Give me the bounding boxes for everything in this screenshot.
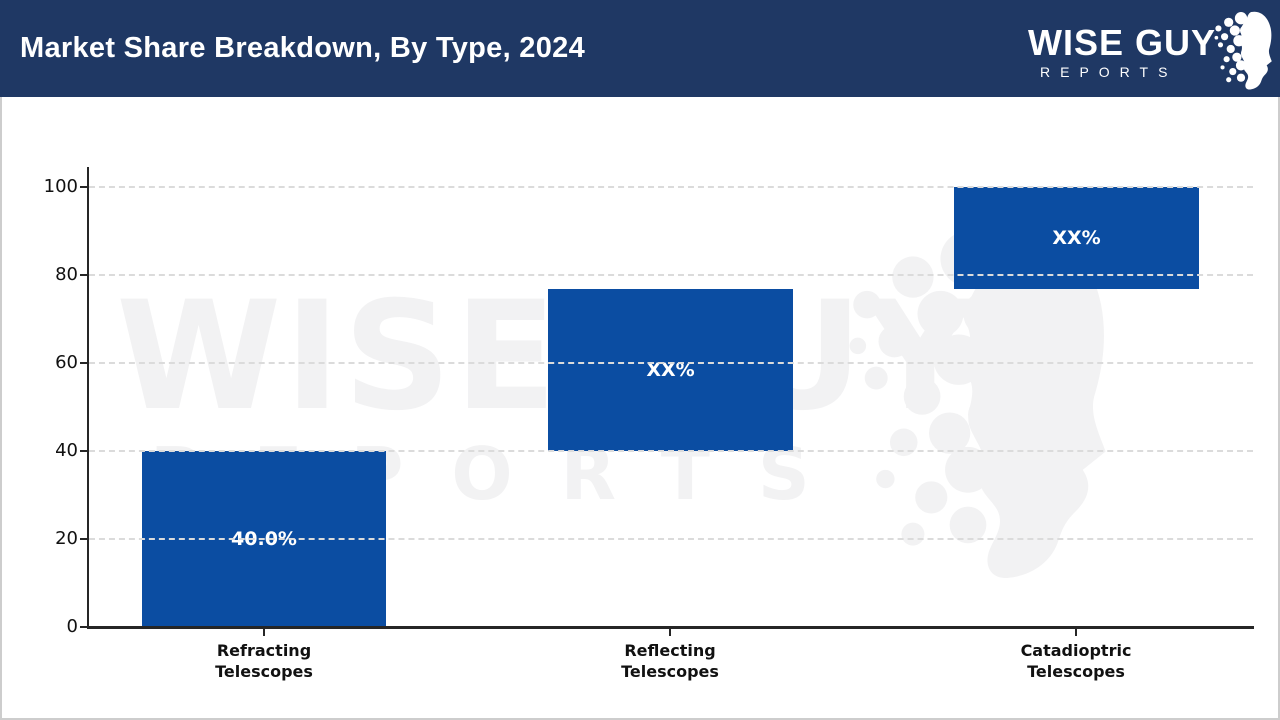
logo-subtext: REPORTS — [1040, 64, 1178, 80]
left-border — [0, 97, 2, 720]
bottom-border — [0, 718, 1280, 720]
bar-value-label: XX% — [646, 359, 695, 381]
gridline-40 — [89, 450, 1253, 452]
x-tick — [263, 629, 265, 636]
gridline-60 — [89, 362, 1253, 364]
y-tick-label: 40 — [55, 440, 78, 461]
logo-head-icon — [1214, 11, 1272, 90]
x-axis — [87, 626, 1254, 629]
y-tick — [80, 274, 87, 276]
brand-logo: WISE GUY REPORTS — [1028, 8, 1272, 92]
bar-reflecting: XX% — [548, 289, 793, 451]
y-tick-label: 80 — [55, 264, 78, 285]
y-tick-label: 20 — [55, 528, 78, 549]
gridline-80 — [89, 274, 1253, 276]
y-tick-label: 0 — [66, 616, 78, 637]
gridline-100 — [89, 186, 1253, 188]
y-axis — [87, 167, 89, 629]
page-title: Market Share Breakdown, By Type, 2024 — [20, 32, 586, 64]
x-category-label: Refracting Telescopes — [215, 641, 313, 681]
right-border — [1278, 97, 1280, 720]
x-category-label: Reflecting Telescopes — [621, 641, 719, 681]
y-tick — [80, 186, 87, 188]
logo-wordmark: WISE GUY — [1028, 22, 1217, 63]
y-tick-label: 60 — [55, 352, 78, 373]
x-tick — [669, 629, 671, 636]
watermark-text-wiseguy: WISE GUY — [116, 270, 978, 444]
x-category-label: Catadioptric Telescopes — [1020, 641, 1132, 681]
header: Market Share Breakdown, By Type, 2024 WI… — [0, 0, 1280, 97]
y-tick — [80, 362, 87, 364]
y-tick — [80, 450, 87, 452]
bar-catadioptric: XX% — [954, 187, 1199, 289]
gridline-20 — [89, 538, 1253, 540]
x-tick — [1075, 629, 1077, 636]
y-tick-label: 100 — [43, 176, 78, 197]
y-tick — [80, 538, 87, 540]
y-tick — [80, 626, 87, 628]
bar-value-label: XX% — [1052, 227, 1101, 249]
